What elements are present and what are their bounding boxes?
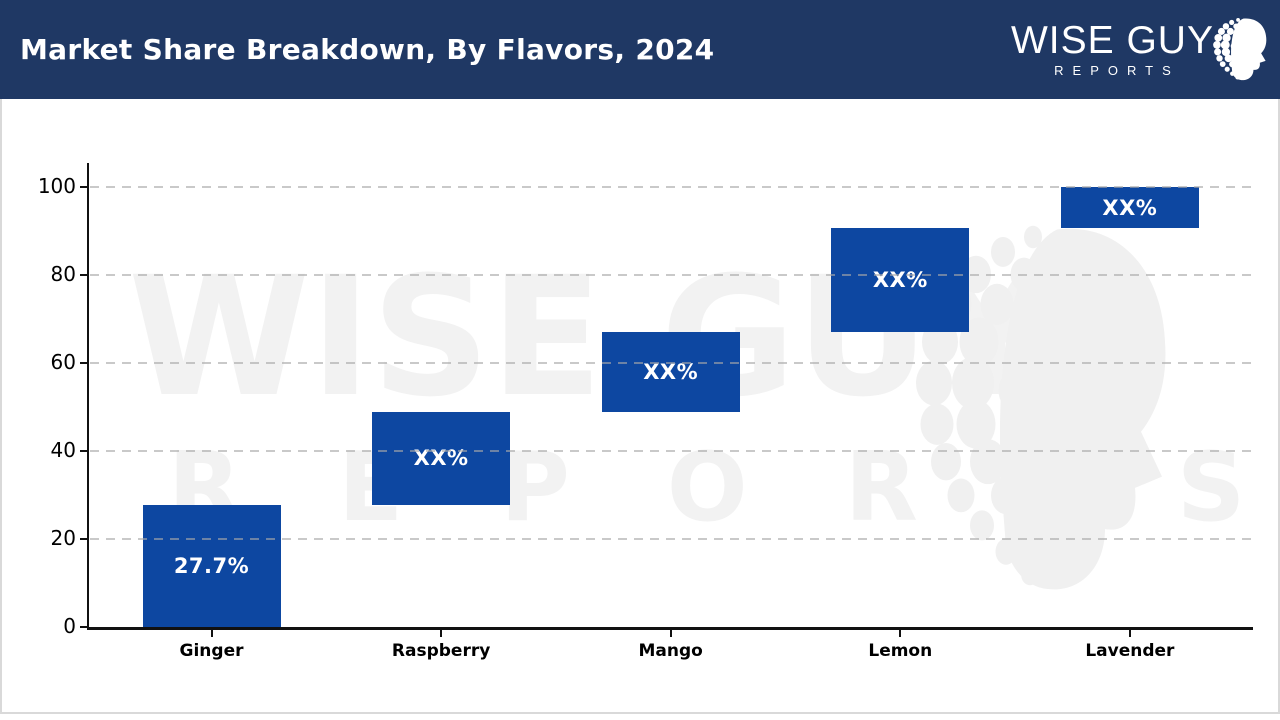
y-tick-0 bbox=[80, 626, 88, 628]
gridline-20 bbox=[90, 538, 1252, 540]
bar-value-label-ginger: 27.7% bbox=[173, 554, 250, 579]
y-tick-label-80: 80 bbox=[50, 262, 76, 286]
y-tick-80 bbox=[80, 274, 88, 276]
x-tick-lavender bbox=[1128, 630, 1131, 637]
y-tick-60 bbox=[80, 362, 88, 364]
bar-value-label-lemon: XX% bbox=[872, 268, 928, 293]
bar-lemon: XX% bbox=[831, 228, 970, 333]
y-tick-label-60: 60 bbox=[50, 350, 76, 374]
x-category-label-raspberry: Raspberry bbox=[391, 641, 491, 661]
x-category-label-lavender: Lavender bbox=[1085, 641, 1175, 661]
x-category-label-mango: Mango bbox=[638, 641, 703, 661]
x-axis bbox=[87, 627, 1253, 630]
y-tick-label-20: 20 bbox=[50, 526, 76, 550]
gridline-100 bbox=[90, 186, 1252, 188]
gridline-60 bbox=[90, 362, 1252, 364]
page-title: Market Share Breakdown, By Flavors, 2024 bbox=[20, 33, 715, 66]
x-tick-raspberry bbox=[440, 630, 443, 637]
bar-raspberry: XX% bbox=[372, 411, 511, 506]
y-tick-label-100: 100 bbox=[37, 174, 76, 198]
y-tick-40 bbox=[80, 450, 88, 452]
x-category-label-lemon: Lemon bbox=[868, 641, 933, 661]
y-tick-label-0: 0 bbox=[63, 614, 76, 638]
brand-logo-line2: REPORTS bbox=[1054, 63, 1180, 78]
dotted-head-profile-icon bbox=[1208, 7, 1272, 93]
x-category-label-ginger: Ginger bbox=[179, 641, 244, 661]
x-tick-lemon bbox=[899, 630, 902, 637]
bar-value-label-mango: XX% bbox=[643, 360, 699, 384]
bar-ginger: 27.7% bbox=[142, 505, 281, 627]
y-tick-label-40: 40 bbox=[50, 438, 76, 462]
bar-value-label-lavender: XX% bbox=[1102, 195, 1158, 220]
header: Market Share Breakdown, By Flavors, 2024… bbox=[0, 0, 1280, 99]
y-tick-20 bbox=[80, 538, 88, 540]
gridline-40 bbox=[90, 450, 1252, 452]
bar-mango: XX% bbox=[601, 332, 740, 412]
x-tick-ginger bbox=[210, 630, 213, 637]
y-tick-100 bbox=[80, 186, 88, 188]
bar-lavender: XX% bbox=[1060, 187, 1199, 229]
brand-logo-line1: WISE GUY bbox=[1010, 19, 1214, 62]
x-tick-mango bbox=[669, 630, 672, 637]
brand-logo: WISE GUY REPORTS bbox=[1011, 2, 1272, 97]
gridline-80 bbox=[90, 274, 1252, 276]
y-axis bbox=[87, 163, 89, 629]
